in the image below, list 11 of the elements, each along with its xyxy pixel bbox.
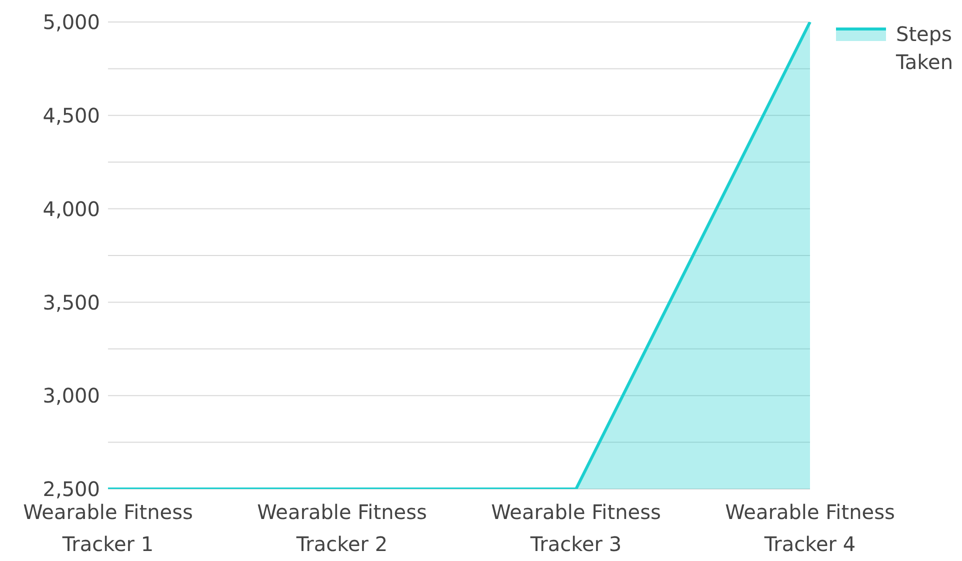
x-tick-label: Wearable Fitness Tracker 3 — [491, 500, 661, 556]
y-tick-label: 4,500 — [42, 104, 100, 128]
x-tick-label: Wearable Fitness Tracker 4 — [725, 500, 895, 556]
x-tick-label: Wearable Fitness Tracker 2 — [257, 500, 427, 556]
y-tick-label: 2,500 — [42, 477, 100, 502]
legend-label: Steps Taken — [896, 21, 954, 76]
y-tick-label: 3,500 — [42, 290, 100, 314]
y-tick-label: 5,000 — [42, 10, 100, 34]
x-tick-label: Wearable Fitness Tracker 1 — [23, 500, 193, 556]
y-tick-label: 4,000 — [42, 196, 100, 221]
y-tick-label: 3,000 — [42, 384, 100, 408]
